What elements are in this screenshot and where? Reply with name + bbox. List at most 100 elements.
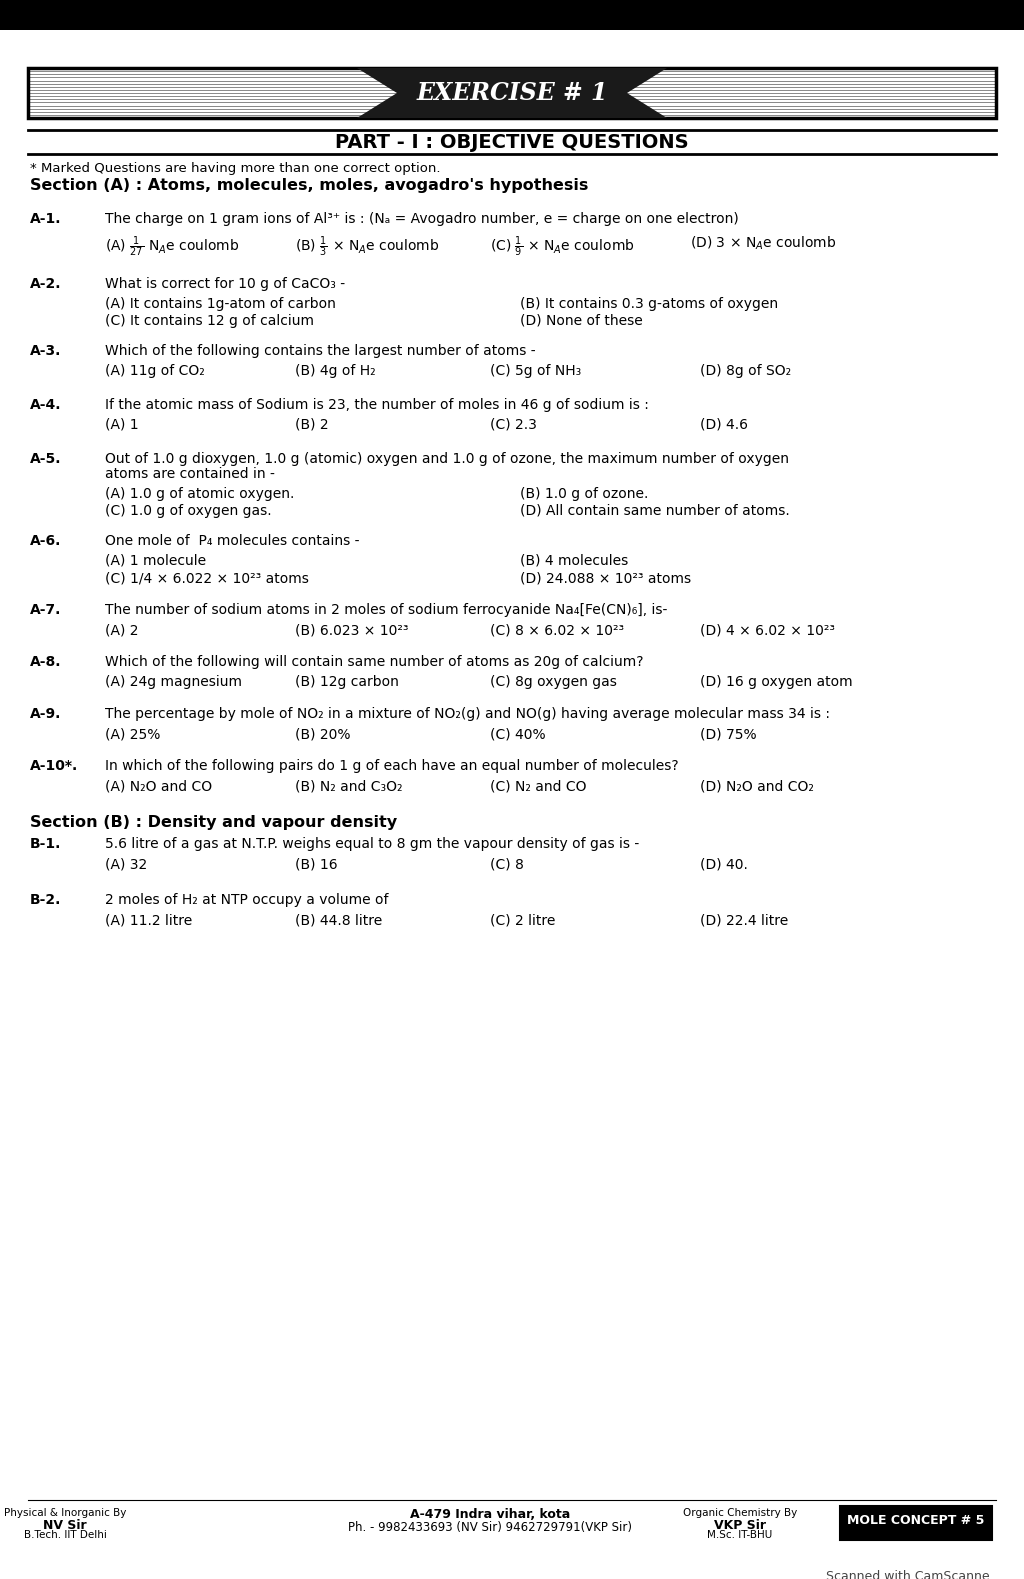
Text: (D) 40.: (D) 40. — [700, 857, 748, 872]
Text: (C) 8 × 6.02 × 10²³: (C) 8 × 6.02 × 10²³ — [490, 624, 624, 636]
Text: (C) 40%: (C) 40% — [490, 726, 546, 741]
Text: M.Sc. IT-BHU: M.Sc. IT-BHU — [708, 1530, 773, 1540]
Text: (A) 24g magnesium: (A) 24g magnesium — [105, 674, 242, 688]
Text: (C) $\frac{1}{9}$ × N$_A$e coulomb: (C) $\frac{1}{9}$ × N$_A$e coulomb — [490, 235, 635, 259]
Bar — [28, 68, 996, 71]
Text: (B) It contains 0.3 g-atoms of oxygen: (B) It contains 0.3 g-atoms of oxygen — [520, 297, 778, 311]
Text: (B) 20%: (B) 20% — [295, 726, 350, 741]
Text: (A) 32: (A) 32 — [105, 857, 147, 872]
Text: A-3.: A-3. — [30, 344, 61, 358]
Text: Ph. - 9982433693 (NV Sir) 9462729791(VKP Sir): Ph. - 9982433693 (NV Sir) 9462729791(VKP… — [348, 1521, 632, 1535]
Text: (D) 3 × N$_A$e coulomb: (D) 3 × N$_A$e coulomb — [690, 235, 837, 253]
Text: Physical & Inorganic By: Physical & Inorganic By — [4, 1508, 126, 1517]
Text: EXERCISE # 1: EXERCISE # 1 — [416, 81, 608, 104]
Text: (D) 8g of SO₂: (D) 8g of SO₂ — [700, 365, 792, 377]
Text: What is correct for 10 g of CaCO₃ -: What is correct for 10 g of CaCO₃ - — [105, 276, 345, 291]
Text: PART - I : OBJECTIVE QUESTIONS: PART - I : OBJECTIVE QUESTIONS — [335, 133, 689, 152]
Bar — [28, 112, 996, 115]
Bar — [28, 87, 996, 90]
Text: (C) 2.3: (C) 2.3 — [490, 418, 537, 433]
Text: The number of sodium atoms in 2 moles of sodium ferrocyanide Na₄[Fe(CN)₆], is-: The number of sodium atoms in 2 moles of… — [105, 603, 668, 617]
Text: A-8.: A-8. — [30, 655, 61, 669]
Text: (D) 75%: (D) 75% — [700, 726, 757, 741]
Text: (A) 1.0 g of atomic oxygen.: (A) 1.0 g of atomic oxygen. — [105, 486, 294, 501]
Text: (C) 8: (C) 8 — [490, 857, 524, 872]
Text: (A) N₂O and CO: (A) N₂O and CO — [105, 778, 212, 793]
Text: Which of the following contains the largest number of atoms -: Which of the following contains the larg… — [105, 344, 536, 358]
Bar — [28, 99, 996, 103]
Text: (B) 6.023 × 10²³: (B) 6.023 × 10²³ — [295, 624, 409, 636]
Text: (A) 1: (A) 1 — [105, 418, 138, 433]
Text: A-10*.: A-10*. — [30, 759, 78, 774]
Text: (D) 24.088 × 10²³ atoms: (D) 24.088 × 10²³ atoms — [520, 572, 691, 584]
Text: (C) It contains 12 g of calcium: (C) It contains 12 g of calcium — [105, 314, 314, 328]
Text: B-2.: B-2. — [30, 894, 61, 906]
Text: (B) 4 molecules: (B) 4 molecules — [520, 554, 629, 568]
Text: Out of 1.0 g dioxygen, 1.0 g (atomic) oxygen and 1.0 g of ozone, the maximum num: Out of 1.0 g dioxygen, 1.0 g (atomic) ox… — [105, 452, 790, 466]
Text: VKP Sir: VKP Sir — [714, 1519, 766, 1532]
Bar — [28, 74, 996, 77]
Text: (D) None of these: (D) None of these — [520, 314, 643, 328]
Bar — [28, 68, 996, 118]
Polygon shape — [357, 68, 667, 118]
Text: (B) 16: (B) 16 — [295, 857, 338, 872]
Text: (A) 2: (A) 2 — [105, 624, 138, 636]
Text: 5.6 litre of a gas at N.T.P. weighs equal to 8 gm the vapour density of gas is -: 5.6 litre of a gas at N.T.P. weighs equa… — [105, 837, 639, 851]
Text: A-2.: A-2. — [30, 276, 61, 291]
Text: MOLE CONCEPT # 5: MOLE CONCEPT # 5 — [847, 1514, 985, 1527]
Text: (A) 1 molecule: (A) 1 molecule — [105, 554, 206, 568]
Text: If the atomic mass of Sodium is 23, the number of moles in 46 g of sodium is :: If the atomic mass of Sodium is 23, the … — [105, 398, 649, 412]
Text: (B) $\frac{1}{3}$ × N$_A$e coulomb: (B) $\frac{1}{3}$ × N$_A$e coulomb — [295, 235, 439, 259]
Text: (C) 5g of NH₃: (C) 5g of NH₃ — [490, 365, 582, 377]
Text: A-479 Indra vihar, kota: A-479 Indra vihar, kota — [410, 1508, 570, 1521]
Text: (C) 1/4 × 6.022 × 10²³ atoms: (C) 1/4 × 6.022 × 10²³ atoms — [105, 572, 309, 584]
Text: (D) 16 g oxygen atom: (D) 16 g oxygen atom — [700, 674, 853, 688]
Text: (B) 4g of H₂: (B) 4g of H₂ — [295, 365, 376, 377]
Text: (B) N₂ and C₃O₂: (B) N₂ and C₃O₂ — [295, 778, 402, 793]
Text: A-6.: A-6. — [30, 534, 61, 548]
Text: A-9.: A-9. — [30, 707, 61, 722]
Text: (B) 12g carbon: (B) 12g carbon — [295, 674, 399, 688]
Text: A-7.: A-7. — [30, 603, 61, 617]
Text: (D) N₂O and CO₂: (D) N₂O and CO₂ — [700, 778, 814, 793]
Text: B-1.: B-1. — [30, 837, 61, 851]
Text: In which of the following pairs do 1 g of each have an equal number of molecules: In which of the following pairs do 1 g o… — [105, 759, 679, 774]
Bar — [28, 93, 996, 96]
Text: (A) 11g of CO₂: (A) 11g of CO₂ — [105, 365, 205, 377]
Text: (A) It contains 1g-atom of carbon: (A) It contains 1g-atom of carbon — [105, 297, 336, 311]
Text: (B) 2: (B) 2 — [295, 418, 329, 433]
Bar — [840, 1506, 992, 1540]
Text: atoms are contained in -: atoms are contained in - — [105, 467, 274, 482]
Text: (A) $\frac{1}{27}$ N$_A$e coulomb: (A) $\frac{1}{27}$ N$_A$e coulomb — [105, 235, 240, 259]
Text: (B) 1.0 g of ozone.: (B) 1.0 g of ozone. — [520, 486, 648, 501]
Text: The percentage by mole of NO₂ in a mixture of NO₂(g) and NO(g) having average mo: The percentage by mole of NO₂ in a mixtu… — [105, 707, 830, 722]
Text: A-1.: A-1. — [30, 212, 61, 226]
Text: Organic Chemistry By: Organic Chemistry By — [683, 1508, 797, 1517]
Text: (D) 22.4 litre: (D) 22.4 litre — [700, 913, 788, 927]
Text: Section (B) : Density and vapour density: Section (B) : Density and vapour density — [30, 815, 397, 831]
Bar — [0, 0, 1024, 30]
Text: The charge on 1 gram ions of Al³⁺ is : (Nₐ = Avogadro number, e = charge on one : The charge on 1 gram ions of Al³⁺ is : (… — [105, 212, 738, 226]
Text: (A) 11.2 litre: (A) 11.2 litre — [105, 913, 193, 927]
Text: (D) 4 × 6.02 × 10²³: (D) 4 × 6.02 × 10²³ — [700, 624, 835, 636]
Text: (D) 4.6: (D) 4.6 — [700, 418, 748, 433]
Text: (C) N₂ and CO: (C) N₂ and CO — [490, 778, 587, 793]
Text: A-5.: A-5. — [30, 452, 61, 466]
Bar — [28, 106, 996, 109]
Text: Scanned with CamScanne: Scanned with CamScanne — [826, 1570, 990, 1579]
Text: (B) 44.8 litre: (B) 44.8 litre — [295, 913, 382, 927]
Text: B.Tech. IIT Delhi: B.Tech. IIT Delhi — [24, 1530, 106, 1540]
Text: Section (A) : Atoms, molecules, moles, avogadro's hypothesis: Section (A) : Atoms, molecules, moles, a… — [30, 178, 589, 193]
Text: One mole of  P₄ molecules contains -: One mole of P₄ molecules contains - — [105, 534, 359, 548]
Text: * Marked Questions are having more than one correct option.: * Marked Questions are having more than … — [30, 163, 440, 175]
Text: Which of the following will contain same number of atoms as 20g of calcium?: Which of the following will contain same… — [105, 655, 643, 669]
Text: (C) 2 litre: (C) 2 litre — [490, 913, 555, 927]
Text: (C) 8g oxygen gas: (C) 8g oxygen gas — [490, 674, 616, 688]
Text: (D) All contain same number of atoms.: (D) All contain same number of atoms. — [520, 504, 790, 518]
Bar — [28, 81, 996, 84]
Text: A-4.: A-4. — [30, 398, 61, 412]
Text: (C) 1.0 g of oxygen gas.: (C) 1.0 g of oxygen gas. — [105, 504, 271, 518]
Text: 2 moles of H₂ at NTP occupy a volume of: 2 moles of H₂ at NTP occupy a volume of — [105, 894, 388, 906]
Text: NV Sir: NV Sir — [43, 1519, 87, 1532]
Text: (A) 25%: (A) 25% — [105, 726, 161, 741]
